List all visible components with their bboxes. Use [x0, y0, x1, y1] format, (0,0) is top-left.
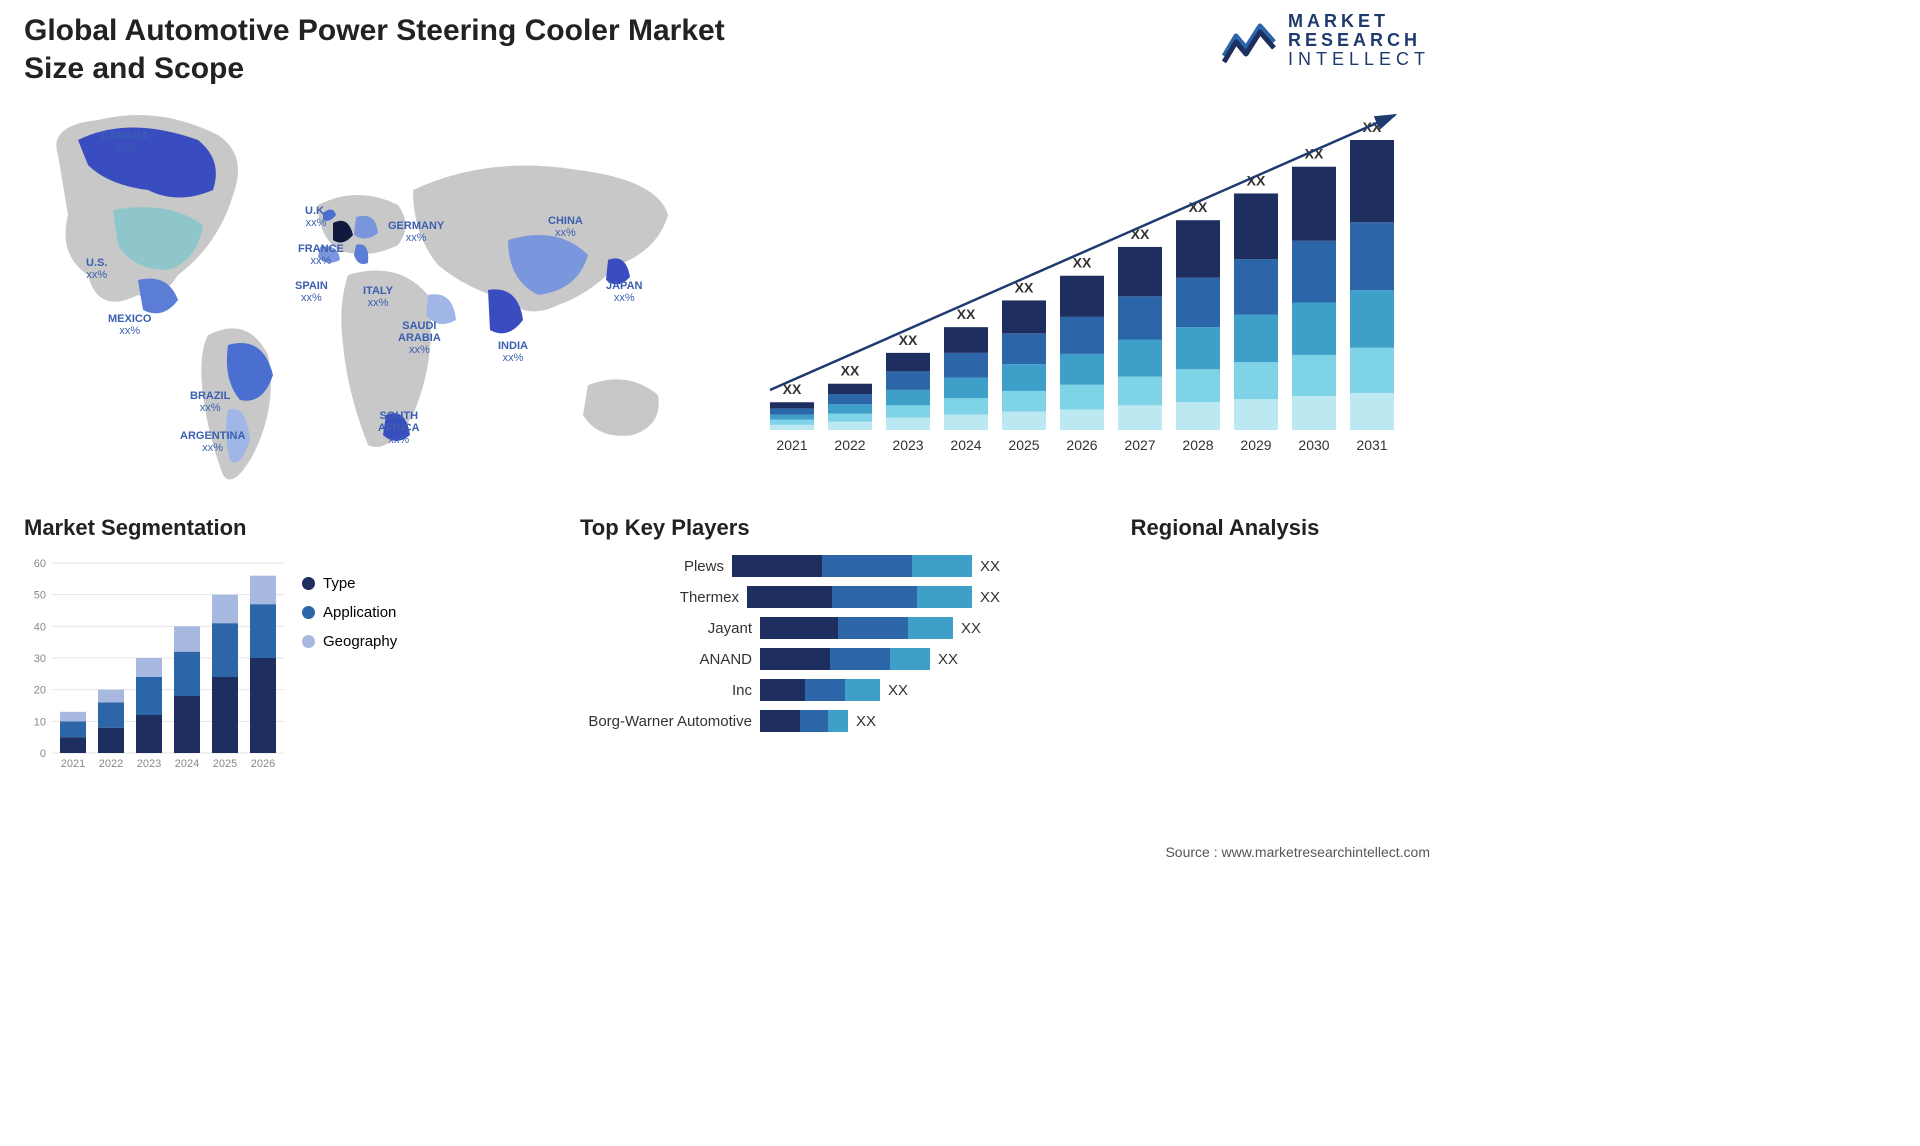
- logo-text-3: INTELLECT: [1288, 50, 1430, 69]
- source-text: Source : www.marketresearchintellect.com: [1165, 844, 1430, 860]
- key-player-name: Thermex: [580, 589, 747, 606]
- logo-text-2: RESEARCH: [1288, 31, 1430, 50]
- svg-text:XX: XX: [957, 306, 976, 322]
- svg-text:2023: 2023: [892, 437, 923, 453]
- svg-text:XX: XX: [1073, 255, 1092, 271]
- key-player-name: Borg-Warner Automotive: [580, 713, 760, 730]
- svg-text:2021: 2021: [776, 437, 807, 453]
- key-player-value: XX: [980, 558, 1000, 575]
- map-label: U.K.xx%: [305, 205, 327, 229]
- map-label: GERMANYxx%: [388, 220, 444, 244]
- map-label: CHINAxx%: [548, 215, 583, 239]
- segmentation-section: Market Segmentation 0 10 20 30 40 50 60 2021 202…: [24, 515, 544, 773]
- svg-text:XX: XX: [841, 363, 860, 379]
- legend-item: Application: [302, 604, 397, 621]
- brand-logo: MARKET RESEARCH INTELLECT: [1222, 12, 1430, 69]
- key-players-section: Top Key Players Plews XX Thermex XX Jayant XX…: [580, 515, 1000, 741]
- key-player-bar: [760, 710, 848, 732]
- map-label: SAUDIARABIAxx%: [398, 320, 441, 356]
- svg-text:40: 40: [34, 621, 46, 633]
- svg-text:60: 60: [34, 558, 46, 570]
- map-label: INDIAxx%: [498, 340, 528, 364]
- logo-mark-icon: [1222, 16, 1278, 64]
- map-label: U.S.xx%: [86, 257, 107, 281]
- legend-item: Geography: [302, 633, 397, 650]
- regional-section: Regional Analysis: [1010, 515, 1440, 771]
- map-label: SPAINxx%: [295, 280, 328, 304]
- svg-text:20: 20: [34, 685, 46, 697]
- legend-item: Type: [302, 575, 397, 592]
- key-player-name: Inc: [580, 682, 760, 699]
- key-player-value: XX: [856, 713, 876, 730]
- key-player-name: ANAND: [580, 651, 760, 668]
- key-player-bar: [732, 555, 972, 577]
- key-player-row: Borg-Warner Automotive XX: [580, 710, 1000, 732]
- map-label: SOUTHAFRICAxx%: [378, 410, 420, 446]
- map-label: BRAZILxx%: [190, 390, 230, 414]
- key-player-value: XX: [980, 589, 1000, 606]
- logo-text-1: MARKET: [1288, 12, 1430, 31]
- map-label: CANADAxx%: [101, 130, 149, 154]
- svg-text:2023: 2023: [137, 758, 161, 770]
- key-player-row: Inc XX: [580, 679, 1000, 701]
- svg-text:2029: 2029: [1240, 437, 1271, 453]
- svg-text:XX: XX: [899, 332, 918, 348]
- svg-text:2024: 2024: [950, 437, 981, 453]
- svg-text:50: 50: [34, 590, 46, 602]
- svg-text:2025: 2025: [213, 758, 237, 770]
- key-player-bar: [747, 586, 972, 608]
- svg-text:0: 0: [40, 748, 46, 760]
- svg-text:2031: 2031: [1356, 437, 1387, 453]
- map-label: MEXICOxx%: [108, 313, 151, 337]
- svg-text:30: 30: [34, 653, 46, 665]
- key-player-value: XX: [938, 651, 958, 668]
- regional-title: Regional Analysis: [1010, 515, 1440, 541]
- key-player-row: ANAND XX: [580, 648, 1000, 670]
- key-players-title: Top Key Players: [580, 515, 1000, 541]
- svg-text:10: 10: [34, 716, 46, 728]
- key-player-value: XX: [888, 682, 908, 699]
- svg-text:2022: 2022: [99, 758, 123, 770]
- key-player-row: Thermex XX: [580, 586, 1000, 608]
- map-label: ARGENTINAxx%: [180, 430, 245, 454]
- svg-text:2028: 2028: [1182, 437, 1213, 453]
- svg-text:2026: 2026: [251, 758, 275, 770]
- key-player-bar: [760, 617, 953, 639]
- page-title: Global Automotive Power Steering Cooler …: [24, 12, 784, 87]
- key-player-row: Plews XX: [580, 555, 1000, 577]
- key-player-name: Plews: [580, 558, 732, 575]
- key-player-bar: [760, 679, 880, 701]
- market-size-bar-chart: XX2021XX2022XX2023XX2024XX2025XX2026XX20…: [740, 90, 1420, 480]
- svg-text:2025: 2025: [1008, 437, 1039, 453]
- world-map: CANADAxx% U.S.xx% MEXICOxx% BRAZILxx% ARGENT…: [18, 95, 698, 495]
- svg-text:2021: 2021: [61, 758, 85, 770]
- key-player-bar: [760, 648, 930, 670]
- svg-text:2022: 2022: [834, 437, 865, 453]
- map-label: FRANCExx%: [298, 243, 344, 267]
- svg-text:2024: 2024: [175, 758, 199, 770]
- segmentation-legend: Type Application Geography: [302, 575, 397, 773]
- svg-text:2027: 2027: [1124, 437, 1155, 453]
- segmentation-title: Market Segmentation: [24, 515, 544, 541]
- svg-text:2030: 2030: [1298, 437, 1329, 453]
- map-label: JAPANxx%: [606, 280, 642, 304]
- key-player-value: XX: [961, 620, 981, 637]
- key-player-row: Jayant XX: [580, 617, 1000, 639]
- svg-text:2026: 2026: [1066, 437, 1097, 453]
- key-player-name: Jayant: [580, 620, 760, 637]
- map-label: ITALYxx%: [363, 285, 393, 309]
